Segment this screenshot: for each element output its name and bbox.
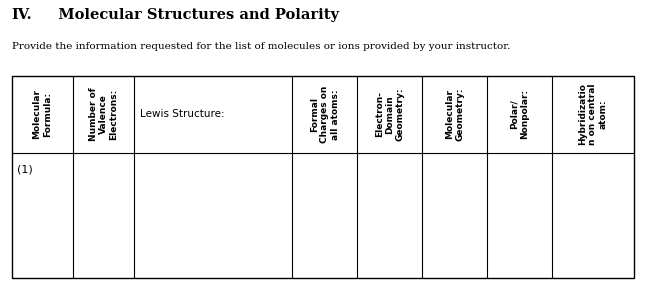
Text: IV.: IV.: [12, 8, 32, 22]
Text: (1): (1): [17, 165, 32, 175]
Text: Molecular
Geometry:: Molecular Geometry:: [444, 88, 464, 141]
Text: Molecular Structures and Polarity: Molecular Structures and Polarity: [43, 8, 339, 22]
Text: Molecular
Formula:: Molecular Formula:: [32, 89, 52, 139]
Text: Electron-
Domain
Geometry:: Electron- Domain Geometry:: [375, 88, 404, 141]
Text: Hybridizatio
n on central
atom:: Hybridizatio n on central atom:: [578, 83, 608, 145]
Text: Number of
Valence
Electrons:: Number of Valence Electrons:: [89, 87, 118, 141]
Text: Formal
Charges on
all atoms:: Formal Charges on all atoms:: [310, 86, 340, 143]
Text: Lewis Structure:: Lewis Structure:: [140, 109, 225, 119]
Text: Provide the information requested for the list of molecules or ions provided by : Provide the information requested for th…: [12, 42, 510, 51]
Text: Polar/
Nonpolar:: Polar/ Nonpolar:: [510, 89, 529, 139]
